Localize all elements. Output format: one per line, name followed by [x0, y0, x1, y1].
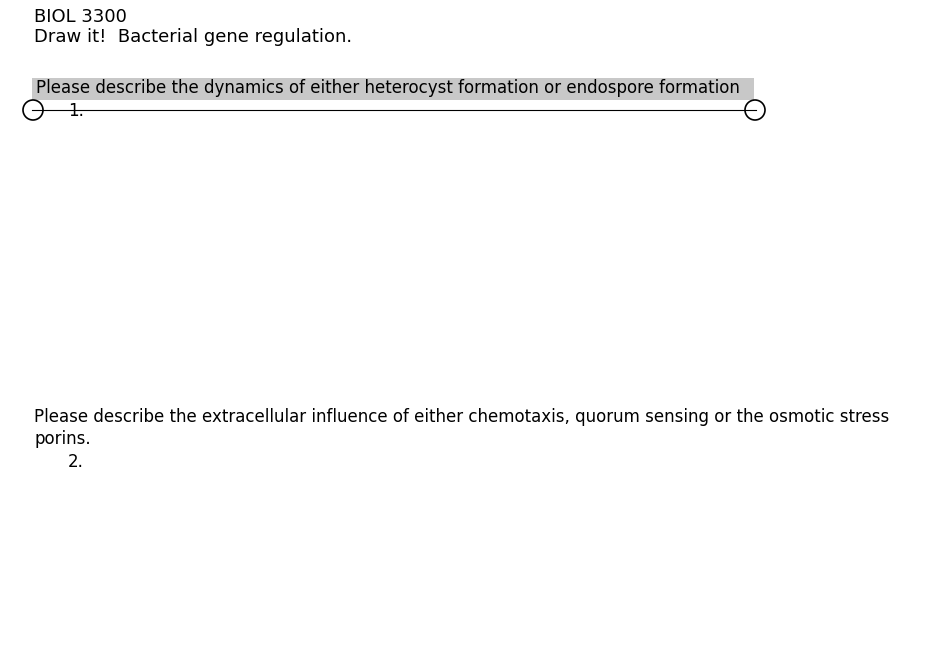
Text: 1.: 1. — [68, 102, 83, 120]
Text: Please describe the extracellular influence of either chemotaxis, quorum sensing: Please describe the extracellular influe… — [34, 408, 889, 426]
Text: Draw it!  Bacterial gene regulation.: Draw it! Bacterial gene regulation. — [34, 28, 352, 46]
Text: Please describe the dynamics of either heterocyst formation or endospore formati: Please describe the dynamics of either h… — [36, 79, 740, 97]
Text: 2.: 2. — [68, 453, 83, 471]
Text: BIOL 3300: BIOL 3300 — [34, 8, 127, 26]
Bar — [32, 78, 754, 100]
Text: porins.: porins. — [34, 430, 91, 448]
